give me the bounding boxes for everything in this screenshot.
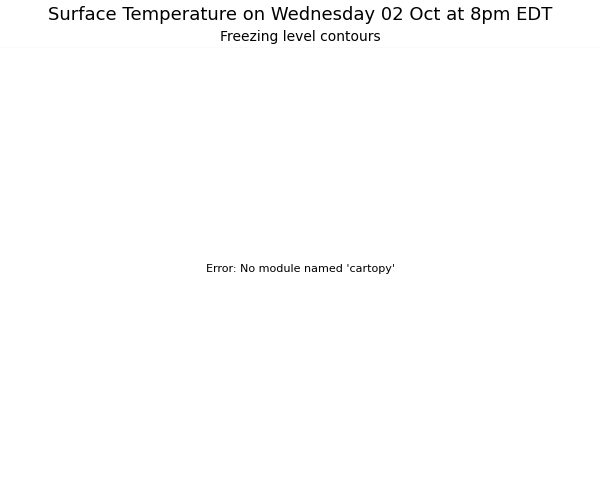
Text: Freezing level contours: Freezing level contours xyxy=(220,30,381,45)
Text: Error: No module named 'cartopy': Error: No module named 'cartopy' xyxy=(206,264,395,274)
Text: Surface Temperature on Wednesday 02 Oct at 8pm EDT: Surface Temperature on Wednesday 02 Oct … xyxy=(48,6,553,25)
